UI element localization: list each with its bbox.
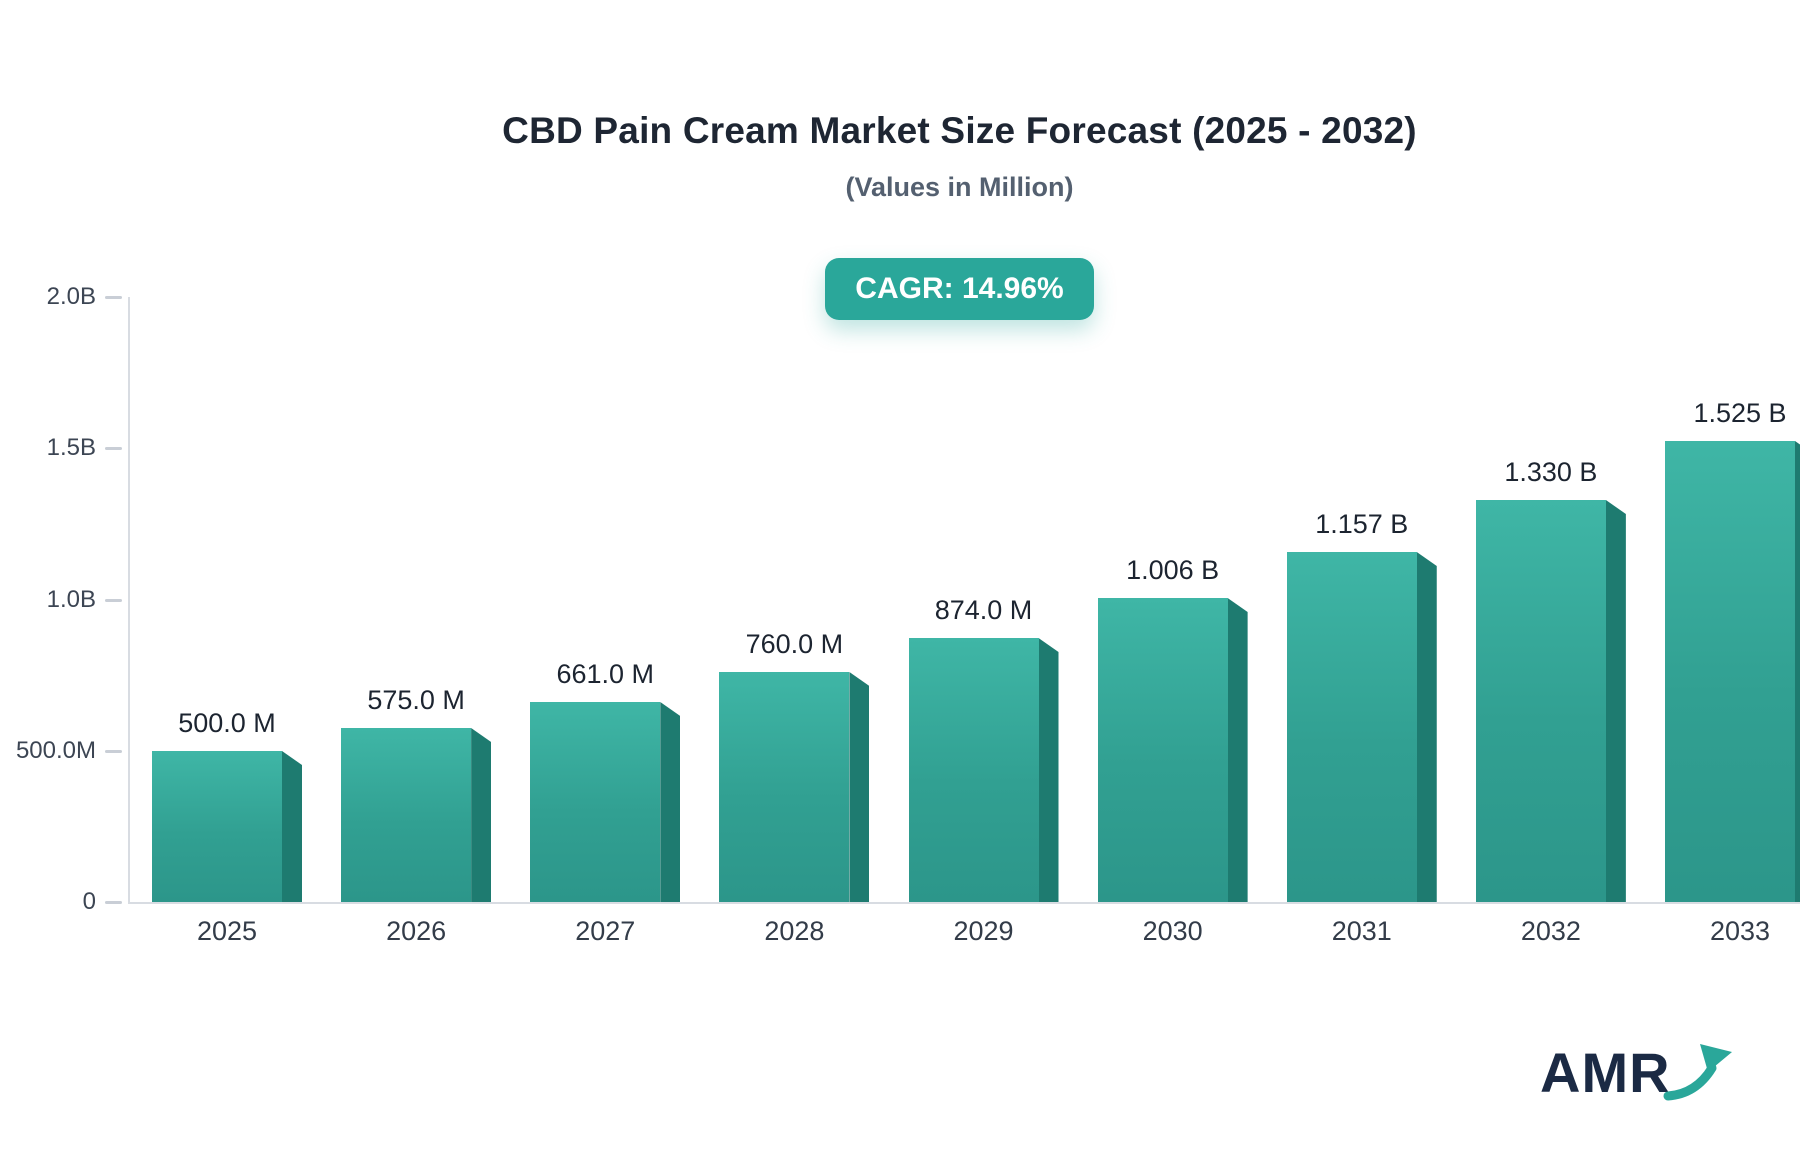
x-axis-label: 2030 bbox=[1142, 916, 1203, 946]
bar-3d-side bbox=[1038, 638, 1059, 902]
bar-3d-side bbox=[471, 728, 492, 902]
y-axis-tick-label: 0 bbox=[82, 888, 96, 915]
bar-3d-side bbox=[1795, 441, 1800, 902]
x-axis-label: 2032 bbox=[1520, 916, 1581, 946]
amr-logo-graphic: AMR bbox=[1540, 1041, 1732, 1104]
bar bbox=[530, 702, 661, 902]
bar-value-label: 661.0 M bbox=[556, 659, 655, 689]
bar-group-2027: 661.0 M 2027 bbox=[530, 659, 681, 946]
y-axis-tick-mark bbox=[105, 447, 122, 451]
bar-value-label: 500.0 M bbox=[178, 708, 276, 738]
bar bbox=[1097, 598, 1228, 902]
bar bbox=[1286, 552, 1417, 902]
x-axis-label: 2028 bbox=[764, 916, 825, 946]
bar-group-2032: 1.330 B 2032 bbox=[1475, 457, 1626, 946]
x-axis-label: 2025 bbox=[196, 916, 258, 946]
bar-group-2030: 1.006 B 2030 bbox=[1097, 555, 1248, 946]
bar-value-label: 1.330 B bbox=[1504, 457, 1598, 487]
trend-up-arrow-icon bbox=[1663, 1044, 1732, 1101]
chart-header: CBD Pain Cream Market Size Forecast (202… bbox=[128, 110, 1791, 203]
bar-value-label: 1.525 B bbox=[1693, 398, 1787, 428]
bar bbox=[1475, 500, 1606, 902]
x-axis-label: 2031 bbox=[1331, 916, 1392, 946]
x-axis-label: 2033 bbox=[1709, 916, 1771, 946]
cagr-badge: CAGR: 14.96% bbox=[825, 258, 1094, 320]
cagr-badge-wrap: CAGR: 14.96% bbox=[128, 258, 1791, 320]
bar bbox=[152, 751, 282, 902]
x-axis-label: 2026 bbox=[386, 916, 447, 946]
bar-3d-side bbox=[849, 672, 870, 902]
x-axis-label: 2027 bbox=[575, 916, 636, 946]
bar-3d-side bbox=[1416, 552, 1437, 902]
y-axis-tick-mark bbox=[105, 296, 122, 299]
amr-logo-text: AMR bbox=[1540, 1041, 1671, 1104]
bar-value-label: 874.0 M bbox=[934, 595, 1033, 625]
bar bbox=[719, 672, 850, 902]
y-axis-tick-mark bbox=[105, 598, 122, 602]
bar-value-label: 1.006 B bbox=[1126, 555, 1220, 585]
bar bbox=[1665, 441, 1795, 902]
y-axis-tick-mark bbox=[105, 901, 122, 904]
bar-group-2029: 874.0 M 2029 bbox=[908, 595, 1059, 946]
bar-group-2026: 575.0 M 2026 bbox=[341, 685, 492, 946]
bar-group-2028: 760.0 M 2028 bbox=[719, 629, 870, 946]
bar-group-2033: 1.525 B 2033 bbox=[1665, 398, 1800, 946]
y-axis-tick-label: 1.5B bbox=[46, 434, 96, 462]
y-axis-tick-label: 1.0B bbox=[46, 585, 96, 613]
y-axis-tick-label: 2.0B bbox=[46, 283, 96, 310]
x-axis-label: 2029 bbox=[953, 916, 1014, 946]
bar bbox=[908, 638, 1039, 902]
bar-3d-side bbox=[660, 702, 681, 902]
bar-3d-side bbox=[1605, 500, 1626, 902]
bar-value-label: 760.0 M bbox=[745, 629, 844, 659]
bar-value-label: 1.157 B bbox=[1315, 509, 1409, 539]
plot-area: 500.0 M 2025 575.0 M 2026 661.0 M 2027 760.0 M… bbox=[128, 297, 1800, 946]
bar-group-2031: 1.157 B 2031 bbox=[1286, 509, 1437, 946]
bar-group-2025: 500.0 M 2025 bbox=[152, 708, 302, 946]
y-axis-tick-mark bbox=[105, 749, 122, 753]
y-axis: 0 500.0M 1.0B 1.5B 2.0B bbox=[0, 283, 128, 915]
bar bbox=[341, 728, 472, 902]
chart-title: CBD Pain Cream Market Size Forecast (202… bbox=[502, 110, 1417, 151]
bar-value-label: 575.0 M bbox=[367, 685, 465, 715]
y-axis-tick-label: 500.0M bbox=[15, 736, 96, 764]
bar-3d-side bbox=[1227, 598, 1248, 902]
chart-subtitle: (Values in Million) bbox=[845, 172, 1074, 202]
bar-3d-side bbox=[282, 751, 302, 902]
amr-logo: AMR bbox=[1540, 1036, 1740, 1111]
